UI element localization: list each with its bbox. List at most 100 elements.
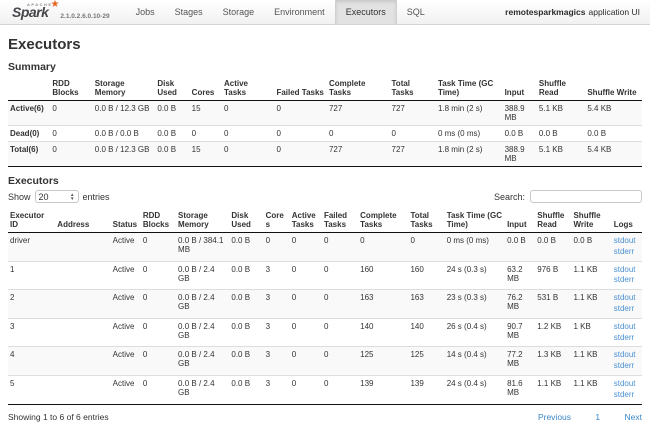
executor-cell: 1.1 KB bbox=[535, 374, 572, 405]
summary-column-header[interactable]: Failed Tasks bbox=[274, 76, 327, 101]
summary-cell: 388.9 MB bbox=[502, 100, 537, 126]
entries-select[interactable]: 20 ▲ ▼ bbox=[34, 190, 79, 203]
executor-cell: 140 bbox=[408, 317, 445, 347]
executor-cell: 0 ms (0 ms) bbox=[444, 232, 506, 262]
executor-cell: 90.7 MB bbox=[505, 317, 536, 347]
executor-cell: 3 bbox=[263, 374, 290, 405]
executors-column-header[interactable]: Input bbox=[505, 208, 536, 233]
stderr-link[interactable]: stderr bbox=[613, 275, 635, 285]
executor-cell bbox=[55, 317, 111, 347]
executors-header-row: Executor ID Address Status RDD Blocks Storag… bbox=[8, 208, 642, 233]
executor-cell: 5 bbox=[8, 374, 56, 405]
stdout-link[interactable]: stdout bbox=[613, 350, 636, 360]
executor-cell: 160 bbox=[408, 260, 445, 290]
executor-cell: 1.2 KB bbox=[535, 317, 572, 347]
spark-logo[interactable]: APACHE Spark ★ 2.1.0.2.6.0.10-29 bbox=[0, 0, 110, 24]
executors-column-header[interactable]: Shuffle Write bbox=[571, 208, 612, 233]
search-input[interactable] bbox=[530, 190, 642, 203]
executor-cell: 0 bbox=[321, 232, 359, 262]
executor-cell: 976 B bbox=[535, 260, 572, 290]
executor-cell: 24 s (0.3 s) bbox=[444, 260, 506, 290]
stderr-link[interactable]: stderr bbox=[613, 246, 635, 256]
executor-cell bbox=[55, 232, 111, 262]
stdout-link[interactable]: stdout bbox=[613, 236, 636, 245]
stdout-link[interactable]: stdout bbox=[613, 378, 636, 388]
summary-cell: 0.0 B bbox=[585, 125, 642, 142]
stderr-link[interactable]: stderr bbox=[613, 332, 635, 342]
executors-column-header[interactable]: Cores bbox=[263, 208, 290, 233]
navbar-tab-storage[interactable]: Storage bbox=[222, 7, 255, 17]
executor-cell: 163 bbox=[358, 289, 409, 319]
executor-cell: 0.0 B bbox=[229, 346, 264, 376]
entries-select-value: 20 bbox=[38, 191, 49, 202]
summary-cell: 5.1 KB bbox=[536, 100, 586, 126]
executor-cell: 4 bbox=[8, 346, 56, 376]
summary-cell: 0 bbox=[50, 125, 93, 142]
executor-cell: 0.0 B / 2.4 GB bbox=[176, 346, 230, 376]
summary-column-header[interactable]: Disk Used bbox=[155, 76, 190, 101]
stdout-link[interactable]: stdout bbox=[613, 293, 636, 303]
executors-column-header[interactable]: Failed Tasks bbox=[321, 208, 359, 233]
spark-star-icon: ★ bbox=[50, 0, 60, 10]
navbar-tabs: Jobs Stages Storage Environment Executors SQL bbox=[126, 0, 435, 24]
summary-row-label: Total(6) bbox=[8, 141, 51, 167]
summary-column-header[interactable]: RDD Blocks bbox=[50, 76, 93, 101]
summary-cell: 0.0 B / 12.3 GB bbox=[92, 100, 156, 126]
navbar-tab-executors[interactable]: Executors bbox=[334, 0, 397, 24]
executor-cell: 3 bbox=[263, 289, 290, 319]
summary-cell: 15 bbox=[189, 141, 222, 167]
navbar-tab-jobs[interactable]: Jobs bbox=[135, 7, 155, 17]
executors-column-header[interactable]: Logs bbox=[611, 208, 642, 233]
summary-cell: 727 bbox=[326, 141, 390, 167]
executors-column-header[interactable]: Complete Tasks bbox=[358, 208, 409, 233]
stdout-link[interactable]: stdout bbox=[613, 321, 636, 331]
navbar-tab-sql[interactable]: SQL bbox=[406, 7, 425, 17]
pagination-next[interactable]: Next bbox=[624, 411, 642, 422]
pagination-page-1[interactable]: 1 bbox=[595, 411, 601, 422]
executor-cell: 0 bbox=[358, 232, 409, 262]
summary-cell: 0.0 B bbox=[502, 125, 537, 142]
executor-row: 2 Active 0 0.0 B / 2.4 GB 0.0 B 3 0 0 163 163 23 s… bbox=[8, 289, 642, 319]
executors-column-header[interactable]: Executor ID bbox=[8, 208, 56, 233]
summary-column-header[interactable]: Total Tasks bbox=[389, 76, 436, 101]
stderr-link[interactable]: stderr bbox=[613, 389, 635, 399]
summary-column-header[interactable]: Shuffle Read bbox=[536, 76, 586, 101]
executors-column-header[interactable]: RDD Blocks bbox=[140, 208, 177, 233]
executor-cell: 0 bbox=[321, 260, 359, 290]
executor-cell: 0 bbox=[289, 374, 322, 405]
summary-column-header[interactable]: Storage Memory bbox=[92, 76, 156, 101]
summary-row-label: Dead(0) bbox=[8, 125, 51, 142]
summary-cell: 0 bbox=[189, 125, 222, 142]
stderr-link[interactable]: stderr bbox=[613, 361, 635, 371]
summary-cell: 727 bbox=[389, 141, 436, 167]
executors-column-header[interactable]: Shuffle Read bbox=[535, 208, 572, 233]
executors-column-header[interactable]: Storage Memory bbox=[176, 208, 230, 233]
stderr-link[interactable]: stderr bbox=[613, 303, 635, 313]
summary-column-header[interactable]: Complete Tasks bbox=[326, 76, 390, 101]
executor-cell: 0 bbox=[321, 374, 359, 405]
navbar-tab-stages[interactable]: Stages bbox=[174, 7, 203, 17]
executors-column-header[interactable]: Disk Used bbox=[229, 208, 264, 233]
summary-column-header[interactable]: Shuffle Write bbox=[585, 76, 642, 101]
executors-column-header[interactable]: Address bbox=[55, 208, 111, 233]
executors-column-header[interactable]: Status bbox=[110, 208, 141, 233]
executor-row: 4 Active 0 0.0 B / 2.4 GB 0.0 B 3 0 0 125 125 14 s… bbox=[8, 346, 642, 376]
summary-column-header[interactable]: Input bbox=[502, 76, 537, 101]
executors-column-header[interactable]: Active Tasks bbox=[289, 208, 322, 233]
logs-cell: stdout stderr bbox=[611, 232, 642, 262]
summary-column-header[interactable]: Active Tasks bbox=[221, 76, 275, 101]
summary-cell: 5.4 KB bbox=[585, 141, 642, 167]
executors-column-header[interactable]: Total Tasks bbox=[408, 208, 445, 233]
summary-column-header[interactable] bbox=[8, 76, 51, 101]
summary-column-header[interactable]: Cores bbox=[189, 76, 222, 101]
summary-cell: 0 bbox=[274, 125, 327, 142]
apache-label: APACHE bbox=[27, 1, 53, 7]
executors-column-header[interactable]: Task Time (GC Time) bbox=[444, 208, 506, 233]
executor-cell bbox=[55, 346, 111, 376]
summary-cell: 0 bbox=[50, 141, 93, 167]
pagination-previous[interactable]: Previous bbox=[537, 411, 572, 422]
stdout-link[interactable]: stdout bbox=[613, 264, 636, 274]
navbar-tab-environment[interactable]: Environment bbox=[274, 7, 325, 17]
summary-column-header[interactable]: Task Time (GC Time) bbox=[435, 76, 503, 101]
